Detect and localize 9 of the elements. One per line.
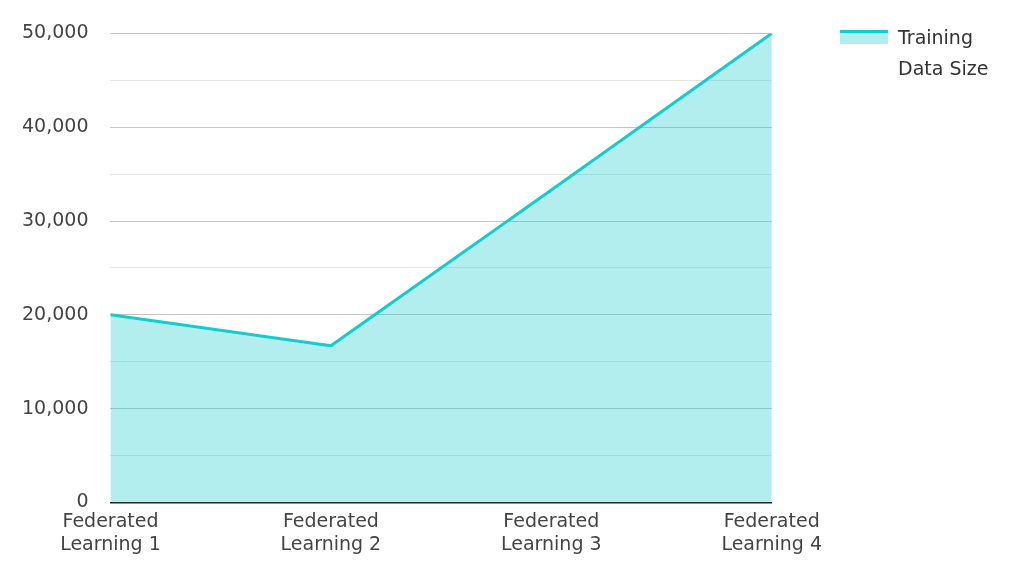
y-tick-label: 40,000 <box>22 114 89 137</box>
y-tick-label: 20,000 <box>22 301 89 324</box>
legend-label: Training Data Size <box>898 25 990 81</box>
x-tick-label: Federated Learning 4 <box>721 508 823 554</box>
x-tick-label: Federated Learning 2 <box>280 508 382 554</box>
x-tick-label: Federated Learning 3 <box>500 508 602 554</box>
y-tick-label: 50,000 <box>22 20 89 43</box>
y-tick-label: 30,000 <box>22 207 89 230</box>
y-tick-label: 10,000 <box>22 395 89 418</box>
